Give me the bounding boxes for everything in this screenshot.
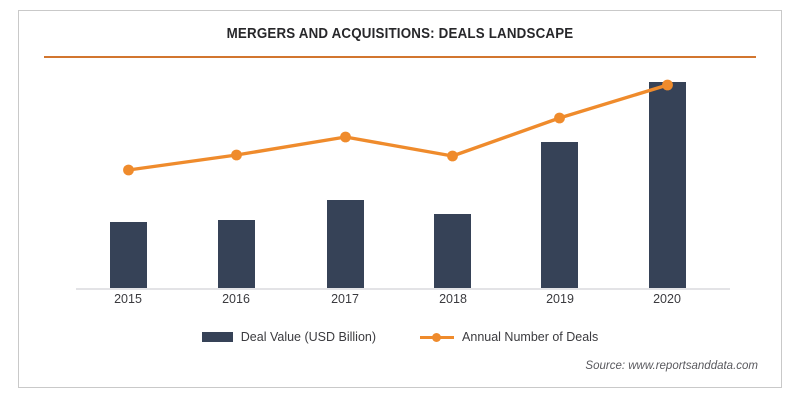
bar-2017[interactable] (327, 200, 364, 288)
source-note: Source: www.reportsanddata.com (585, 360, 758, 372)
x-tick-label-2020: 2020 (653, 292, 681, 306)
x-tick-label-2015: 2015 (114, 292, 142, 306)
chart-card-frame (18, 10, 782, 388)
x-tick-label-2018: 2018 (439, 292, 467, 306)
x-tick-label-2017: 2017 (331, 292, 359, 306)
line-point-2018[interactable] (447, 150, 458, 162)
bar-swatch-icon (201, 332, 233, 342)
x-tick-label-2016: 2016 (222, 292, 250, 306)
chart-title: MERGERS AND ACQUISITIONS: DEALS LANDSCAP… (226, 26, 574, 42)
x-axis-line (76, 288, 730, 290)
line-point-2019[interactable] (554, 112, 565, 124)
bar-2020[interactable] (649, 82, 686, 288)
title-divider-rule (44, 56, 756, 58)
line-point-2016[interactable] (231, 149, 242, 161)
chart-legend: Deal Value (USD Billion) Annual Number o… (0, 330, 800, 344)
legend-label-annual-number-of-deals: Annual Number of Deals (462, 330, 599, 344)
line-point-2020[interactable] (662, 79, 673, 91)
legend-item-annual-number-of-deals[interactable]: Annual Number of Deals (420, 330, 598, 344)
line-annual-number-of-deals[interactable] (126, 83, 670, 172)
bar-2019[interactable] (541, 142, 578, 288)
legend-item-deal-value[interactable]: Deal Value (USD Billion) (201, 330, 377, 344)
x-tick-label-2019: 2019 (546, 292, 574, 306)
bar-2016[interactable] (218, 220, 255, 288)
line-marker-swatch-icon (420, 331, 455, 343)
line-point-2017[interactable] (340, 131, 351, 143)
line-point-2015[interactable] (123, 164, 134, 176)
bar-2018[interactable] (434, 214, 471, 288)
legend-label-deal-value: Deal Value (USD Billion) (240, 330, 377, 344)
bar-2015[interactable] (110, 222, 147, 288)
